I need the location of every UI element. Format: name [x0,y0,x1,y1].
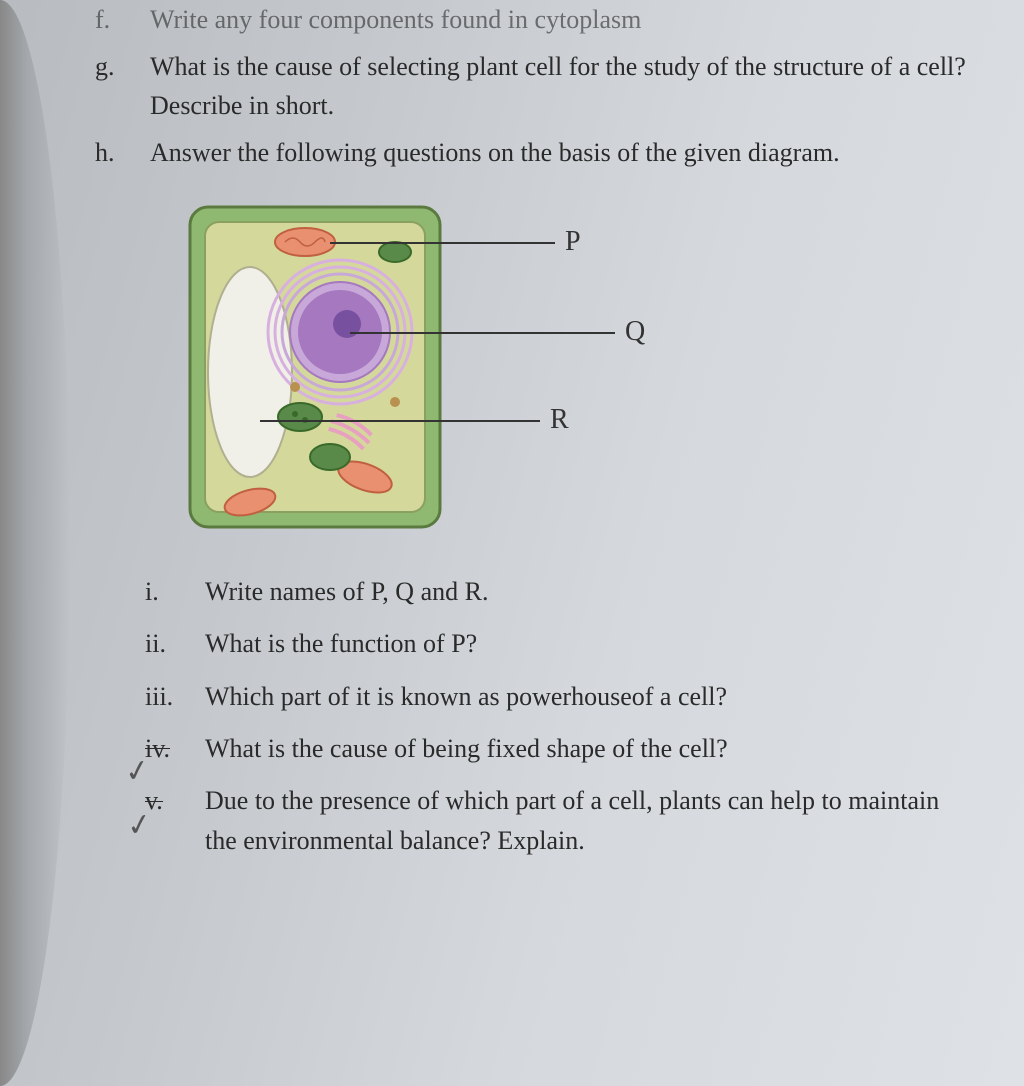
sub-iv-marker: iv. [145,729,205,769]
sub-question-iii: iii. Which part of it is known as powerh… [145,677,974,717]
question-g-text: What is the cause of selecting plant cel… [150,47,974,125]
question-g-marker: g. [95,47,150,125]
sub-iv-text: What is the cause of being fixed shape o… [205,729,974,769]
sub-question-ii: ii. What is the function of P? [145,624,974,664]
question-g: g. What is the cause of selecting plant … [95,47,974,125]
sub-v-text: Due to the presence of which part of a c… [205,781,974,862]
question-h-text: Answer the following questions on the ba… [150,133,974,172]
question-h-marker: h. [95,133,150,172]
sub-i-text: Write names of P, Q and R. [205,572,974,612]
question-f-text: Write any four components found in cytop… [150,0,974,39]
sub-ii-text: What is the function of P? [205,624,974,664]
sub-question-iv: ✓ iv. What is the cause of being fixed s… [145,729,974,769]
label-r: R [550,404,569,436]
label-r-line [260,420,540,422]
sub-i-marker: i. [145,572,205,612]
cell-diagram: P Q R [175,192,675,542]
label-q: Q [625,316,645,348]
plant-cell-svg [175,192,455,542]
sub-question-v: ✓ v. Due to the presence of which part o… [145,781,974,862]
sub-iii-marker: iii. [145,677,205,717]
question-f-marker: f. [95,0,150,39]
label-p: P [565,226,581,258]
sub-question-i: i. Write names of P, Q and R. [145,572,974,612]
sub-iii-text: Which part of it is known as powerhouseo… [205,677,974,717]
question-f: f. Write any four components found in cy… [95,0,974,39]
sub-v-marker: v. [145,781,205,862]
question-h: h. Answer the following questions on the… [95,133,974,172]
label-p-line [330,242,555,244]
sub-ii-marker: ii. [145,624,205,664]
label-q-line [350,332,615,334]
